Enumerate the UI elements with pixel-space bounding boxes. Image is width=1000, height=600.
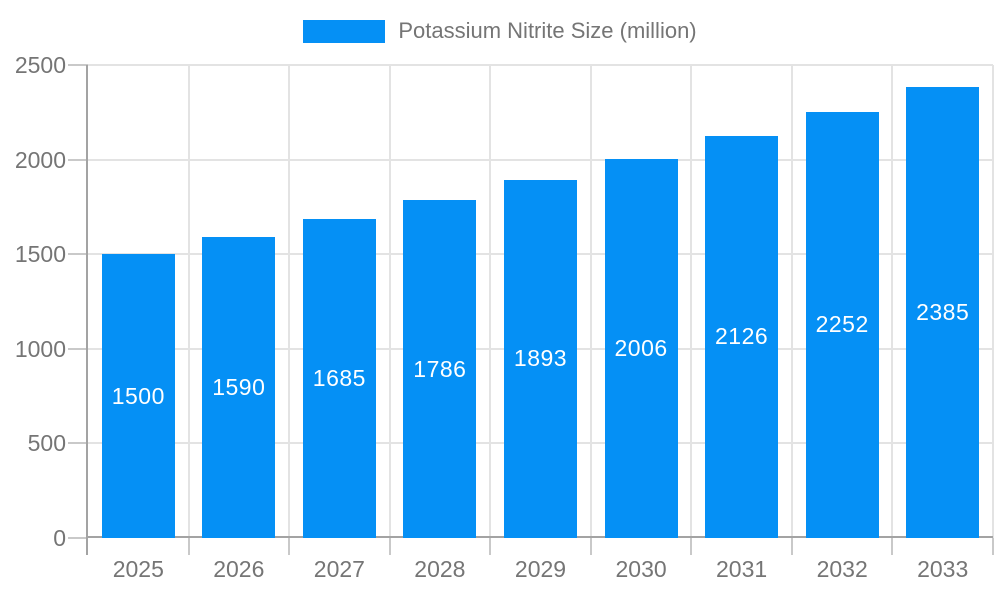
bar-2026[interactable]: 1590 [202, 237, 276, 538]
gridline-vertical [790, 65, 793, 538]
y-tick-mark [68, 537, 88, 539]
gridline-vertical [992, 65, 994, 538]
x-axis-label: 2025 [112, 556, 164, 582]
bar-value-label: 2006 [614, 334, 668, 361]
bar-value-label: 2385 [916, 298, 970, 325]
x-axis-label: 2026 [213, 556, 265, 582]
x-axis-label: 2031 [716, 556, 768, 582]
bar-value-label: 1590 [212, 374, 266, 401]
gridline-vertical [187, 65, 190, 538]
x-axis-label: 2027 [313, 556, 365, 582]
legend[interactable]: Potassium Nitrite Size (million) [0, 14, 1000, 48]
x-axis-label: 2033 [917, 556, 969, 582]
y-tick-mark [68, 347, 88, 350]
bar-2027[interactable]: 1685 [302, 219, 376, 538]
y-tick-mark [68, 64, 88, 66]
bar-2029[interactable]: 1893 [504, 179, 577, 538]
x-axis-label: 2032 [816, 556, 868, 582]
x-tick-mark [589, 538, 592, 555]
bar-2028[interactable]: 1786 [403, 200, 477, 538]
gridline-vertical [891, 65, 894, 538]
x-tick-mark [891, 538, 894, 555]
gridline-horizontal [88, 64, 993, 66]
x-axis-label: 2030 [615, 556, 667, 582]
x-tick-mark [288, 538, 291, 555]
y-axis-label: 0 [53, 525, 66, 551]
x-axis-label: 2029 [514, 556, 567, 582]
x-tick-mark [489, 538, 492, 555]
bar-2032[interactable]: 2252 [805, 111, 879, 538]
bar-value-label: 2126 [715, 323, 769, 350]
gridline-vertical [489, 65, 492, 538]
x-tick-mark [992, 538, 994, 555]
bar-2033[interactable]: 2385 [906, 86, 980, 538]
y-tick-mark [68, 253, 88, 256]
gridline-vertical [288, 65, 291, 538]
y-axis-label: 2000 [14, 146, 66, 173]
bar-value-label: 1685 [312, 365, 366, 392]
gridline-horizontal [88, 158, 993, 161]
bar-value-label: 2252 [815, 311, 869, 338]
legend-label: Potassium Nitrite Size (million) [398, 18, 697, 43]
bar-2031[interactable]: 2126 [705, 135, 779, 538]
x-tick-mark [690, 538, 693, 555]
x-tick-mark [790, 538, 793, 555]
bar-value-label: 1893 [513, 345, 568, 372]
bar-value-label: 1500 [111, 382, 165, 409]
legend-swatch-icon [303, 19, 386, 43]
x-tick-mark [388, 538, 391, 555]
y-tick-mark [68, 442, 88, 445]
gridline-vertical [388, 65, 391, 538]
x-tick-mark [187, 538, 190, 555]
bar-2025[interactable]: 1500 [101, 254, 175, 538]
gridline-vertical [589, 65, 592, 538]
y-tick-mark [68, 158, 88, 161]
y-axis-line [86, 65, 88, 555]
x-axis-label: 2028 [414, 556, 466, 582]
y-axis-label: 2500 [14, 52, 66, 78]
bar-value-label: 1786 [413, 355, 467, 382]
bar-2030[interactable]: 2006 [604, 158, 678, 538]
gridline-vertical [690, 65, 693, 538]
y-axis-label: 500 [27, 430, 66, 457]
y-axis-label: 1000 [14, 335, 66, 362]
y-axis-label: 1500 [14, 241, 66, 268]
